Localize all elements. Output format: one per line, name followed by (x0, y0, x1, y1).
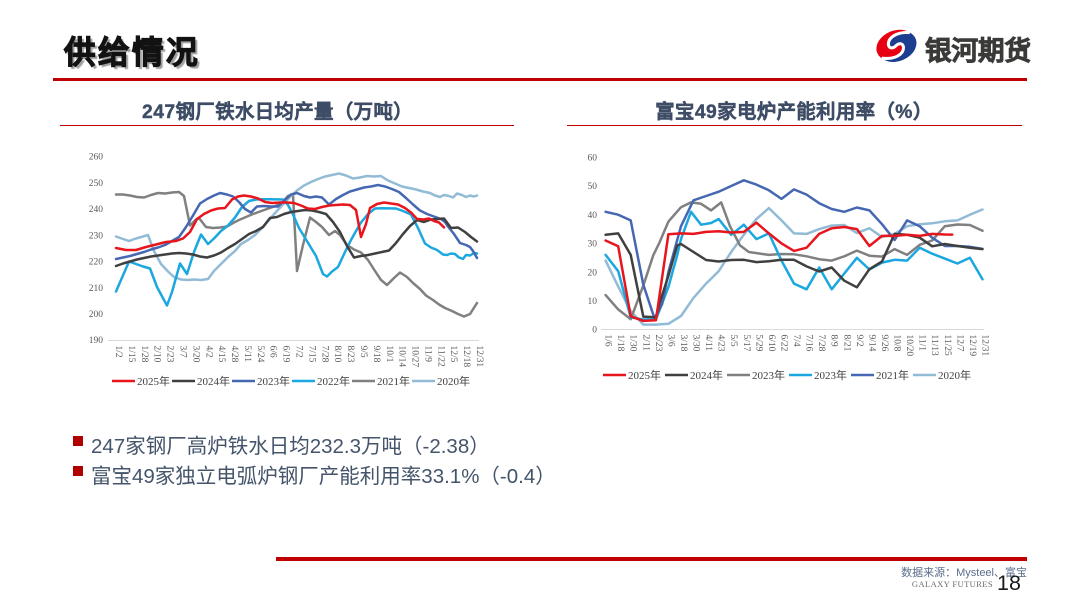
svg-text:2025年: 2025年 (137, 374, 170, 388)
svg-text:240: 240 (89, 205, 104, 215)
svg-text:2020年: 2020年 (938, 368, 971, 382)
svg-text:2020年: 2020年 (437, 374, 470, 388)
svg-text:250: 250 (89, 179, 104, 189)
svg-text:6/6: 6/6 (268, 346, 278, 358)
svg-text:9/14: 9/14 (866, 335, 876, 352)
svg-text:1/2: 1/2 (113, 346, 123, 358)
svg-text:7/4: 7/4 (791, 335, 801, 347)
svg-text:1/15: 1/15 (126, 346, 136, 363)
svg-text:200: 200 (89, 310, 104, 320)
svg-text:0: 0 (592, 326, 597, 336)
svg-text:50: 50 (588, 182, 598, 192)
svg-text:2023年: 2023年 (752, 368, 785, 382)
svg-text:2/23: 2/23 (653, 335, 663, 352)
svg-text:10/1: 10/1 (384, 346, 394, 363)
svg-text:3/6: 3/6 (665, 335, 675, 347)
svg-text:190: 190 (89, 336, 104, 346)
svg-text:3/7: 3/7 (178, 346, 188, 358)
svg-text:9/26: 9/26 (879, 335, 889, 352)
svg-text:6/10: 6/10 (766, 335, 776, 352)
svg-text:2024年: 2024年 (197, 374, 230, 388)
svg-text:4/11: 4/11 (703, 335, 713, 352)
svg-text:10/8: 10/8 (892, 335, 902, 352)
svg-text:210: 210 (89, 284, 104, 294)
svg-text:260: 260 (89, 153, 104, 163)
svg-text:5/5: 5/5 (728, 335, 738, 347)
svg-text:4/15: 4/15 (216, 346, 226, 363)
svg-text:1/30: 1/30 (628, 335, 638, 352)
svg-text:2/10: 2/10 (152, 346, 162, 363)
svg-text:7/28: 7/28 (319, 346, 329, 363)
svg-text:2025年: 2025年 (628, 368, 661, 382)
svg-text:9/18: 9/18 (371, 346, 381, 363)
svg-text:9/2: 9/2 (854, 335, 864, 347)
svg-text:12/31: 12/31 (980, 335, 990, 357)
svg-text:8/23: 8/23 (345, 346, 355, 363)
svg-text:7/16: 7/16 (804, 335, 814, 352)
svg-text:9/5: 9/5 (358, 346, 368, 358)
svg-text:10: 10 (588, 297, 598, 307)
svg-text:2021年: 2021年 (377, 374, 410, 388)
svg-text:40: 40 (588, 211, 598, 221)
svg-text:2024年: 2024年 (690, 368, 723, 382)
svg-text:3/18: 3/18 (678, 335, 688, 352)
svg-text:6/19: 6/19 (281, 346, 291, 363)
svg-text:12/31: 12/31 (474, 346, 484, 368)
svg-text:10/14: 10/14 (397, 346, 407, 368)
svg-text:12/5: 12/5 (448, 346, 458, 363)
svg-text:10/27: 10/27 (410, 346, 420, 368)
svg-text:1/18: 1/18 (615, 335, 625, 352)
svg-text:1/6: 1/6 (603, 335, 613, 347)
svg-text:4/23: 4/23 (716, 335, 726, 352)
svg-text:8/9: 8/9 (829, 335, 839, 347)
svg-text:1/28: 1/28 (139, 346, 149, 363)
svg-text:220: 220 (89, 258, 104, 268)
svg-text:6/22: 6/22 (779, 335, 789, 352)
svg-text:12/19: 12/19 (967, 335, 977, 357)
svg-text:5/11: 5/11 (242, 346, 252, 363)
svg-text:11/9: 11/9 (422, 346, 432, 363)
svg-text:7/15: 7/15 (306, 346, 316, 363)
svg-text:11/22: 11/22 (435, 346, 445, 368)
svg-text:12/18: 12/18 (461, 346, 471, 368)
svg-text:2/11: 2/11 (640, 335, 650, 352)
svg-text:60: 60 (588, 154, 598, 164)
svg-text:3/30: 3/30 (691, 335, 701, 352)
svg-text:12/7: 12/7 (954, 335, 964, 352)
svg-text:2021年: 2021年 (876, 368, 909, 382)
svg-text:5/29: 5/29 (753, 335, 763, 352)
svg-text:20: 20 (588, 268, 598, 278)
svg-text:3/20: 3/20 (190, 346, 200, 363)
svg-text:30: 30 (588, 240, 598, 250)
svg-text:4/28: 4/28 (229, 346, 239, 363)
svg-text:2023年: 2023年 (814, 368, 847, 382)
svg-text:5/24: 5/24 (255, 346, 265, 363)
svg-text:7/28: 7/28 (816, 335, 826, 352)
svg-text:2022年: 2022年 (317, 374, 350, 388)
svg-text:8/10: 8/10 (332, 346, 342, 363)
svg-text:8/21: 8/21 (841, 335, 851, 352)
svg-text:11/25: 11/25 (942, 335, 952, 357)
svg-text:11/13: 11/13 (929, 335, 939, 357)
svg-text:11/1: 11/1 (917, 335, 927, 352)
svg-text:10/20: 10/20 (904, 335, 914, 357)
svg-text:2023年: 2023年 (257, 374, 290, 388)
svg-text:4/2: 4/2 (203, 346, 213, 358)
svg-text:230: 230 (89, 231, 104, 241)
svg-text:2/23: 2/23 (165, 346, 175, 363)
svg-text:5/17: 5/17 (741, 335, 751, 352)
svg-text:7/2: 7/2 (294, 346, 304, 358)
